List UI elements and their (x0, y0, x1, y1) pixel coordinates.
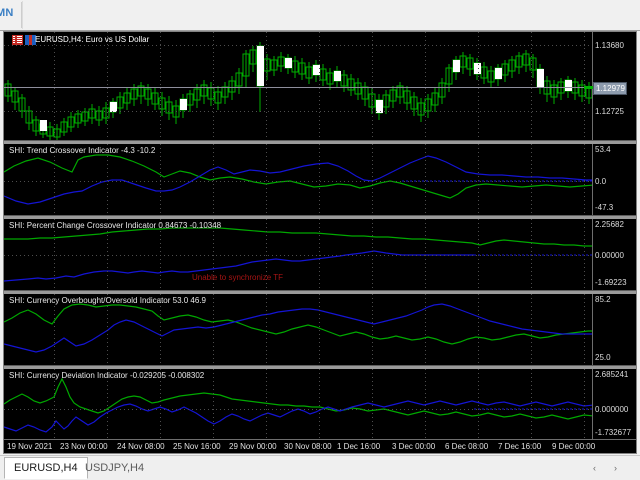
chart-symbol-title: EURUSD,H4: Euro vs US Dollar (35, 35, 150, 44)
obos-axis-label-max: 85.2 (595, 295, 611, 304)
time-label-0: 19 Nov 2021 (7, 442, 53, 451)
candlestick-series (4, 42, 592, 140)
time-label-8: 6 Dec 08:00 (445, 442, 489, 451)
percent-axis-label-max: 2.25682 (595, 220, 624, 229)
deviation-axis-label-max: 2.685241 (595, 370, 629, 379)
tab-scroll-right-arrow[interactable]: › (614, 463, 617, 473)
current-price-tag: 1.12979 (593, 82, 627, 95)
chart-tab-bar: EURUSD,H4 USDJPY,H4 ‹ › (0, 455, 640, 480)
time-label-4: 29 Nov 00:00 (229, 442, 277, 451)
time-axis[interactable]: 19 Nov 2021 23 Nov 00:00 24 Nov 08:00 25… (4, 439, 636, 453)
trend-axis-label-mid: 0.0 (595, 177, 607, 186)
overbought-oversold-series (4, 303, 592, 353)
pane-currency-deviation[interactable]: SHI: Currency Deviation Indicator -0.029… (4, 369, 636, 440)
currency-deviation-plot[interactable]: SHI: Currency Deviation Indicator -0.029… (4, 369, 592, 440)
price-axis-label-low: 1.12725 (595, 107, 624, 116)
trend-axis-label-min: -47.3 (595, 203, 614, 212)
trend-axis-label-max: 53.4 (595, 145, 611, 154)
price-plot[interactable]: EURUSD,H4: Euro vs US Dollar (4, 32, 592, 140)
percent-change-axis[interactable]: 2.25682 0.00000 -1.69223 (592, 219, 636, 290)
pane-currency-overbought-oversold[interactable]: SHI: Currency Overbought/Oversold Indica… (4, 294, 636, 365)
time-label-6: 1 Dec 16:00 (337, 442, 381, 451)
pane-percent-change-crossover[interactable]: SHI: Percent Change Crossover Indicator … (4, 219, 636, 290)
overbought-oversold-axis[interactable]: 85.2 25.0 (592, 294, 636, 365)
pane-price[interactable]: EURUSD,H4: Euro vs US Dollar 1.13680 1.1… (4, 32, 636, 140)
trend-crossover-plot[interactable]: SHI: Trend Crossover Indicator -4.3 -10.… (4, 144, 592, 215)
tab-usdjpy-h4[interactable]: USDJPY,H4 (85, 462, 145, 474)
overbought-oversold-title: SHI: Currency Overbought/Oversold Indica… (9, 296, 206, 305)
time-label-5: 30 Nov 08:00 (284, 442, 332, 451)
time-label-10: 9 Dec 00:00 (552, 442, 596, 451)
deviation-axis-label-min: -1.732677 (595, 428, 632, 437)
trend-crossover-title: SHI: Trend Crossover Indicator -4.3 -10.… (9, 146, 156, 155)
obos-axis-label-min: 25.0 (595, 353, 611, 362)
sync-warning-message: Unable to synchronize TF (192, 273, 284, 282)
percent-change-plot[interactable]: SHI: Percent Change Crossover Indicator … (4, 219, 592, 290)
time-label-7: 3 Dec 00:00 (392, 442, 436, 451)
chart-canvas[interactable]: EURUSD,H4: Euro vs US Dollar 1.13680 1.1… (4, 32, 636, 453)
flag-icon[interactable] (25, 35, 36, 45)
toolbar-divider (21, 2, 22, 28)
deviation-axis-label-mid: 0.000000 (595, 405, 629, 414)
overbought-oversold-plot[interactable]: SHI: Currency Overbought/Oversold Indica… (4, 294, 592, 365)
tab-scroll-left-arrow[interactable]: ‹ (593, 463, 596, 473)
toolbar-empty-area (22, 1, 640, 29)
price-axis-label-high: 1.13680 (595, 41, 624, 50)
time-label-2: 24 Nov 08:00 (117, 442, 165, 451)
price-axis[interactable]: 1.13680 1.12725 1.12979 (592, 32, 636, 140)
top-toolbar: MN (0, 0, 640, 31)
pane-trend-crossover[interactable]: SHI: Trend Crossover Indicator -4.3 -10.… (4, 144, 636, 215)
chart-window[interactable]: EURUSD,H4: Euro vs US Dollar 1.13680 1.1… (3, 31, 637, 454)
trend-crossover-axis[interactable]: 53.4 0.0 -47.3 (592, 144, 636, 215)
timeframe-button-mn[interactable]: MN (0, 7, 14, 19)
time-label-1: 23 Nov 00:00 (60, 442, 108, 451)
percent-axis-label-mid: 0.00000 (595, 251, 624, 260)
percent-axis-label-min: -1.69223 (595, 278, 627, 287)
currency-deviation-axis[interactable]: 2.685241 0.000000 -1.732677 (592, 369, 636, 440)
data-window-icon[interactable] (12, 35, 23, 45)
tab-eurusd-h4[interactable]: EURUSD,H4 (4, 457, 88, 479)
time-label-9: 7 Dec 16:00 (498, 442, 542, 451)
time-label-3: 25 Nov 16:00 (173, 442, 221, 451)
currency-deviation-title: SHI: Currency Deviation Indicator -0.029… (9, 371, 205, 380)
current-price-marker (584, 86, 593, 89)
percent-change-title: SHI: Percent Change Crossover Indicator … (9, 221, 222, 230)
